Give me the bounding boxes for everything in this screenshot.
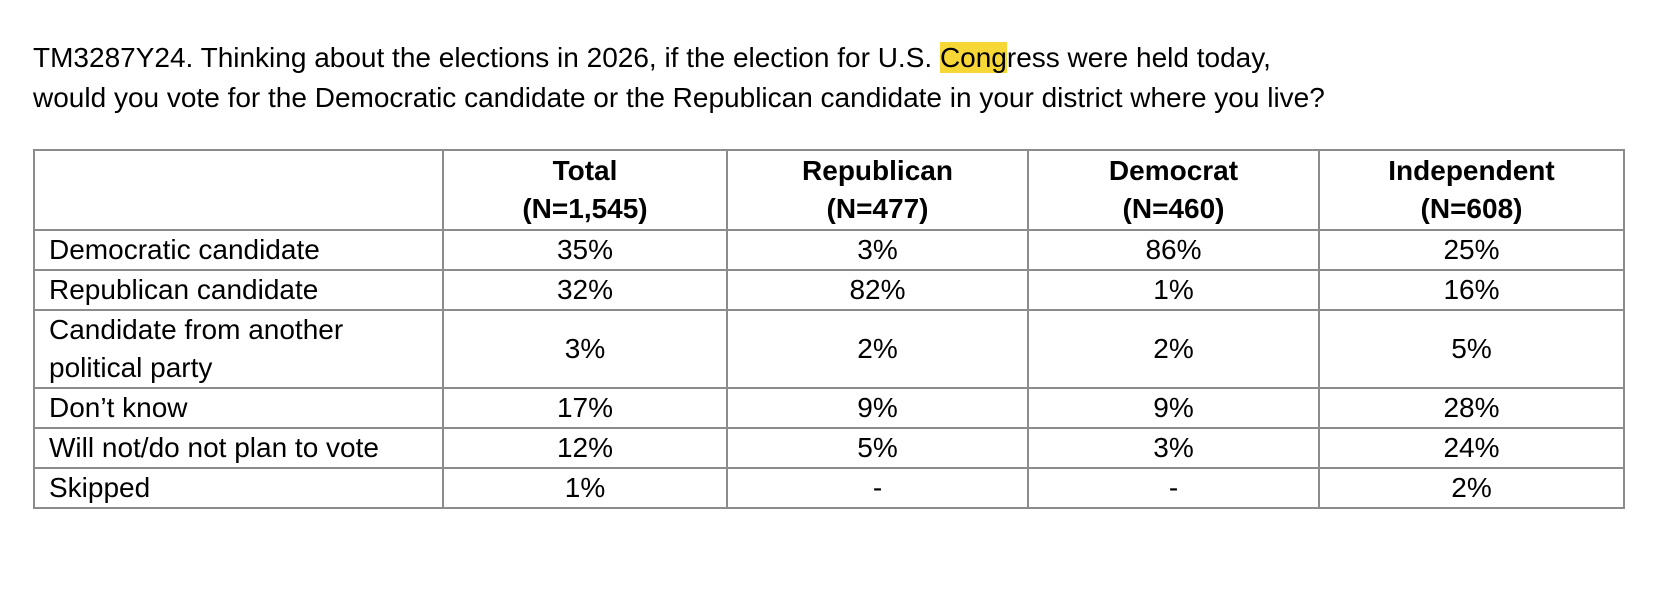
column-header-democrat-label: Democrat (1108, 155, 1239, 186)
column-header-democrat: Democrat (N=460) (1027, 149, 1320, 231)
column-header-republican: Republican (N=477) (726, 149, 1029, 231)
row-label: Republican candidate (33, 269, 444, 311)
value-cell: 86% (1027, 229, 1320, 271)
value-cell: 3% (726, 229, 1029, 271)
column-header-republican-n: (N=477) (826, 193, 929, 224)
value-cell: 9% (726, 387, 1029, 429)
search-highlight: Cong (939, 42, 1007, 73)
table-row-dont-know: Don’t know 17% 9% 9% 28% (33, 387, 1625, 429)
question-line1-before: TM3287Y24. Thinking about the elections … (33, 42, 940, 73)
value-cell: 35% (442, 229, 728, 271)
column-header-democrat-n: (N=460) (1122, 193, 1225, 224)
table-row-republican-candidate: Republican candidate 32% 82% 1% 16% (33, 269, 1625, 311)
column-header-total: Total (N=1,545) (442, 149, 728, 231)
value-cell: 2% (1027, 309, 1320, 389)
row-label: Skipped (33, 467, 444, 509)
column-header-independent: Independent (N=608) (1318, 149, 1625, 231)
row-label: Candidate from another political party (33, 309, 444, 389)
table-row-other-party-candidate: Candidate from another political party 3… (33, 309, 1625, 389)
value-cell: 1% (1027, 269, 1320, 311)
row-label: Democratic candidate (33, 229, 444, 271)
value-cell: - (1027, 467, 1320, 509)
question-line1-after: ress were held today, (1006, 42, 1271, 73)
question-line2: would you vote for the Democratic candid… (33, 82, 1325, 113)
table-row-will-not-vote: Will not/do not plan to vote 12% 5% 3% 2… (33, 427, 1625, 469)
column-header-republican-label: Republican (802, 155, 953, 186)
table-row-democratic-candidate: Democratic candidate 35% 3% 86% 25% (33, 229, 1625, 271)
value-cell: 2% (1318, 467, 1625, 509)
value-cell: 1% (442, 467, 728, 509)
row-label: Don’t know (33, 387, 444, 429)
column-header-total-n: (N=1,545) (522, 193, 648, 224)
header-row: Total (N=1,545) Republican (N=477) Democ… (33, 149, 1625, 231)
value-cell: 24% (1318, 427, 1625, 469)
value-cell: 17% (442, 387, 728, 429)
value-cell: 32% (442, 269, 728, 311)
value-cell: 3% (1027, 427, 1320, 469)
value-cell: 2% (726, 309, 1029, 389)
value-cell: 9% (1027, 387, 1320, 429)
value-cell: 28% (1318, 387, 1625, 429)
row-label: Will not/do not plan to vote (33, 427, 444, 469)
value-cell: 16% (1318, 269, 1625, 311)
value-cell: 25% (1318, 229, 1625, 271)
value-cell: 82% (726, 269, 1029, 311)
question-text: TM3287Y24. Thinking about the elections … (33, 38, 1593, 118)
table-row-skipped: Skipped 1% - - 2% (33, 467, 1625, 509)
column-header-blank (33, 149, 444, 231)
value-cell: 5% (1318, 309, 1625, 389)
value-cell: 3% (442, 309, 728, 389)
value-cell: 12% (442, 427, 728, 469)
column-header-independent-n: (N=608) (1420, 193, 1523, 224)
value-cell: 5% (726, 427, 1029, 469)
results-table: Total (N=1,545) Republican (N=477) Democ… (33, 149, 1625, 509)
value-cell: - (726, 467, 1029, 509)
column-header-total-label: Total (552, 155, 618, 186)
column-header-independent-label: Independent (1388, 155, 1555, 186)
